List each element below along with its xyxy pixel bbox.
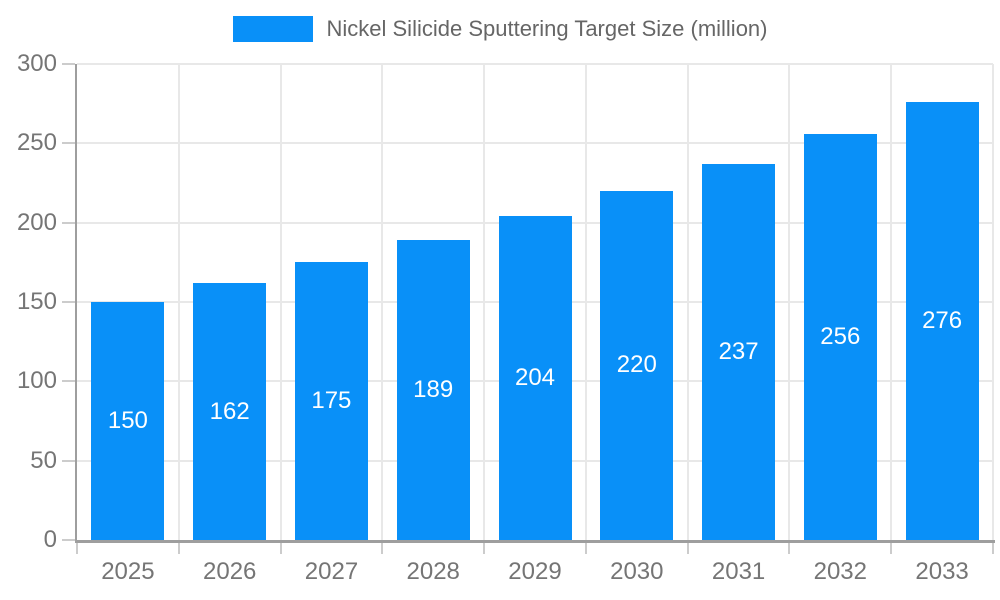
y-tick-label: 250 <box>16 129 57 157</box>
gridline-horizontal <box>77 63 993 65</box>
x-axis-tick <box>381 543 383 554</box>
bar-2030[interactable]: 220 <box>600 190 674 540</box>
x-axis-tick <box>483 543 485 554</box>
x-tick-label: 2028 <box>406 558 460 585</box>
gridline-vertical <box>280 64 282 540</box>
bar-value-label: 276 <box>922 307 963 335</box>
x-axis-tick <box>76 543 78 554</box>
plot-area: 0 50 100 150 200 250 300 150 2025 162 2026 175 2027 1… <box>17 50 995 585</box>
y-axis-tick <box>62 142 75 145</box>
y-axis-tick <box>62 301 75 303</box>
bar-2033[interactable]: 276 <box>905 102 979 540</box>
bar-value-label: 256 <box>820 322 861 350</box>
gridline-vertical <box>585 64 587 540</box>
bar-2031[interactable]: 237 <box>702 164 776 540</box>
bar-2026[interactable]: 162 <box>193 283 267 540</box>
gridline-vertical <box>687 64 689 540</box>
x-tick-label: 2025 <box>101 558 155 585</box>
x-axis-tick <box>280 543 282 554</box>
x-tick-label: 2026 <box>203 558 257 585</box>
x-tick-label: 2032 <box>813 558 867 585</box>
bar-value-label: 150 <box>107 407 148 434</box>
gridline-vertical <box>992 64 994 540</box>
x-tick-label: 2029 <box>508 558 562 585</box>
bar-value-label: 189 <box>413 376 454 404</box>
bar-2027[interactable]: 175 <box>294 262 368 540</box>
x-tick-label: 2027 <box>304 558 359 585</box>
bar-value-label: 237 <box>718 338 759 365</box>
bar-2025[interactable]: 150 <box>91 302 165 540</box>
y-tick-label: 0 <box>43 526 57 553</box>
gridline-vertical <box>178 64 180 540</box>
gridline-vertical <box>483 64 485 540</box>
bar-value-label: 175 <box>311 387 352 415</box>
legend-label: Nickel Silicide Sputtering Target Size (… <box>326 16 768 41</box>
y-axis-tick <box>62 63 75 65</box>
bar-value-label: 204 <box>514 364 556 392</box>
x-axis-tick <box>788 543 790 554</box>
x-tick-label: 2030 <box>610 558 664 585</box>
bar-2032[interactable]: 256 <box>803 133 877 540</box>
legend[interactable]: Nickel Silicide Sputtering Target Size (… <box>0 16 1000 42</box>
x-axis-tick <box>890 543 892 554</box>
gridline-vertical <box>788 64 790 540</box>
bar-value-label: 162 <box>209 397 250 425</box>
y-tick-label: 150 <box>16 288 57 315</box>
gridline-vertical <box>381 64 383 540</box>
x-tick-label: 2031 <box>711 558 766 585</box>
y-axis-tick <box>62 459 75 462</box>
y-axis-line <box>75 64 77 543</box>
bar-2029[interactable]: 204 <box>498 216 572 540</box>
x-axis-line <box>75 540 995 543</box>
y-axis-tick <box>62 539 75 541</box>
bar-2028[interactable]: 189 <box>396 240 470 540</box>
x-tick-label: 2033 <box>915 558 969 585</box>
gridline-vertical <box>890 64 892 540</box>
x-axis-tick <box>585 543 587 554</box>
x-axis-tick <box>687 543 689 554</box>
y-tick-label: 300 <box>16 50 57 77</box>
x-axis-tick <box>992 543 994 554</box>
y-axis-tick <box>62 221 75 224</box>
gridline-horizontal <box>77 142 993 145</box>
y-tick-label: 200 <box>16 208 57 236</box>
bar-value-label: 220 <box>616 351 657 379</box>
legend-swatch <box>232 16 313 42</box>
y-tick-label: 100 <box>16 367 57 395</box>
x-axis-tick <box>178 543 180 554</box>
y-tick-label: 50 <box>30 446 57 474</box>
y-axis-tick <box>62 380 75 383</box>
